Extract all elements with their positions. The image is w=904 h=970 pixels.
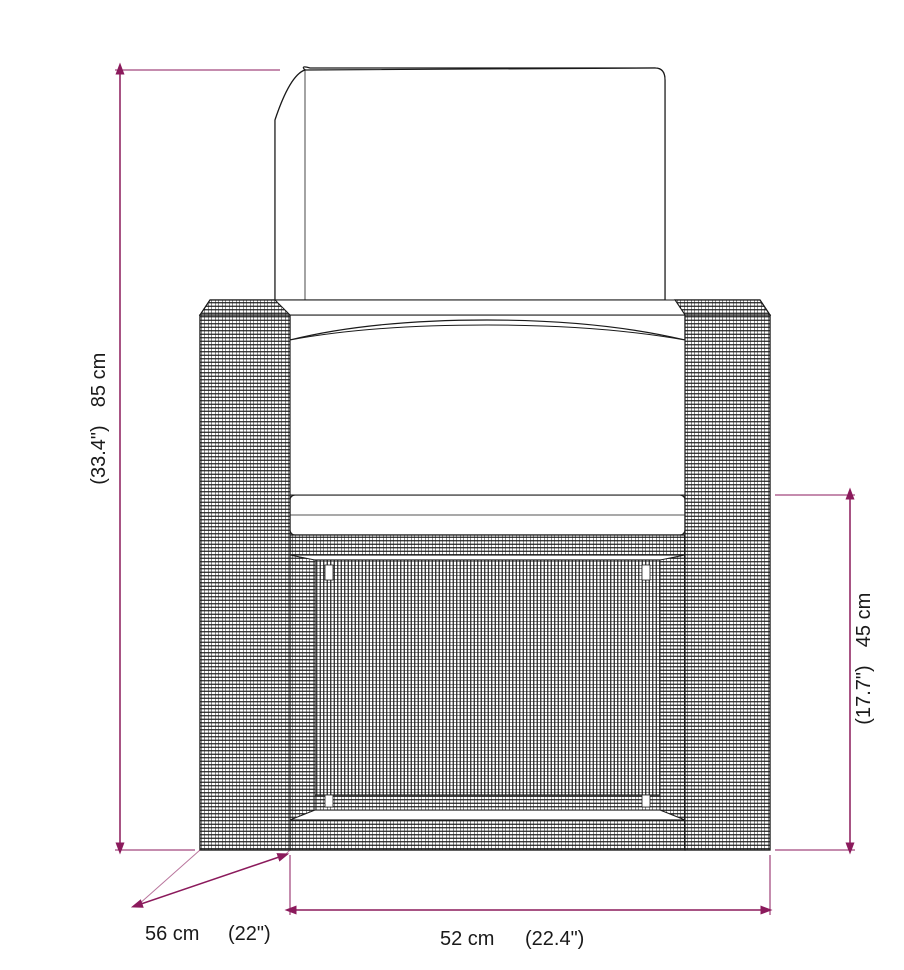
svg-text:(17.7"): (17.7") bbox=[853, 665, 875, 724]
front-rail bbox=[290, 535, 685, 555]
svg-text:45 cm: 45 cm bbox=[853, 593, 875, 647]
depth-in-label: (22") bbox=[228, 923, 271, 945]
width-cm-label: 52 cm bbox=[440, 928, 494, 950]
dim-width: 52 cm (22.4") bbox=[290, 855, 770, 950]
width-in-label: (22.4") bbox=[525, 928, 584, 950]
height-in-label: (33.4") bbox=[88, 425, 110, 484]
svg-text:(33.4"): (33.4") bbox=[88, 425, 110, 484]
dim-depth: 56 cm (22") bbox=[135, 850, 285, 945]
lower-panel bbox=[290, 555, 685, 850]
dim-seat-height: 45 cm (17.7") bbox=[775, 495, 875, 850]
height-cm-label: 85 cm bbox=[88, 353, 110, 407]
seat-height-cm-label: 45 cm bbox=[853, 593, 875, 647]
svg-text:85 cm: 85 cm bbox=[88, 353, 110, 407]
chair-diagram: 85 cm (33.4") 45 cm (17.7") 56 cm (22") … bbox=[0, 0, 904, 970]
depth-cm-label: 56 cm bbox=[145, 923, 199, 945]
seat-height-in-label: (17.7") bbox=[853, 665, 875, 724]
diagram-container: 85 cm (33.4") 45 cm (17.7") 56 cm (22") … bbox=[0, 0, 904, 970]
